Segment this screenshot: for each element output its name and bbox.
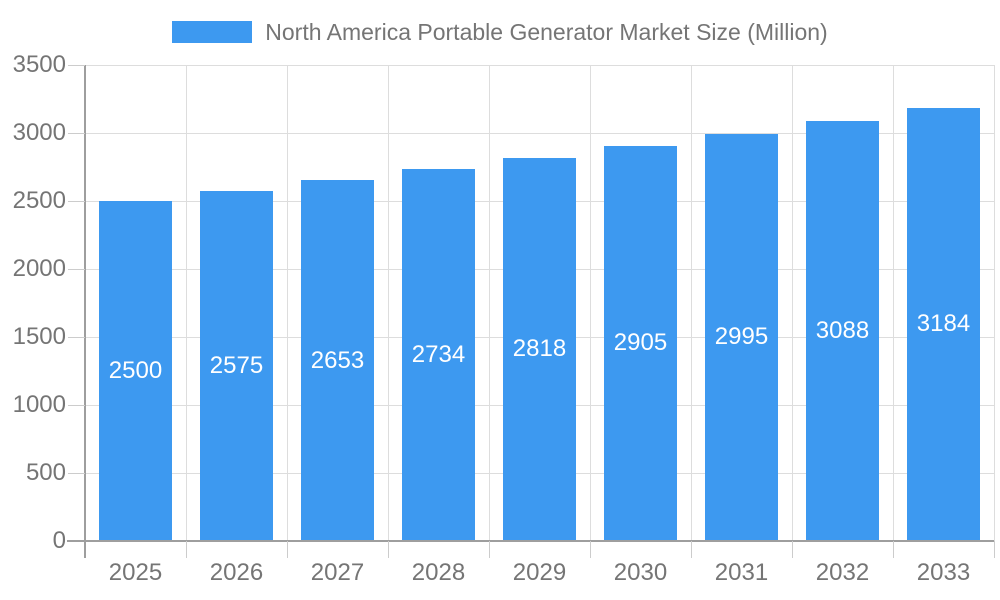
x-tick-label: 2025 bbox=[108, 559, 163, 586]
x-tick-mark bbox=[690, 541, 692, 558]
legend-swatch bbox=[172, 21, 253, 43]
y-tick-label: 2000 bbox=[12, 255, 66, 282]
y-tick-label: 1500 bbox=[12, 323, 66, 350]
bar: 3184 bbox=[907, 107, 980, 541]
x-tick-mark bbox=[791, 541, 793, 558]
y-tick-mark bbox=[68, 200, 85, 202]
y-tick-label: 1000 bbox=[12, 391, 66, 418]
x-tick-label: 2029 bbox=[512, 559, 567, 586]
bar: 2995 bbox=[705, 133, 778, 541]
y-tick-mark bbox=[68, 336, 85, 338]
bar-value-label: 2653 bbox=[310, 346, 365, 374]
y-tick-mark bbox=[68, 404, 85, 406]
x-gridline bbox=[589, 65, 591, 541]
x-tick-label: 2028 bbox=[411, 559, 466, 586]
bar: 2905 bbox=[604, 145, 677, 541]
x-gridline bbox=[387, 65, 389, 541]
x-tick-mark bbox=[286, 541, 288, 558]
legend-label: North America Portable Generator Market … bbox=[265, 19, 828, 45]
bar-value-label: 2500 bbox=[108, 357, 163, 384]
x-tick-label: 2032 bbox=[815, 559, 870, 586]
x-tick-label: 2031 bbox=[714, 559, 769, 586]
y-tick-mark bbox=[68, 472, 85, 474]
x-tick-label: 2030 bbox=[613, 559, 668, 586]
x-gridline bbox=[185, 65, 187, 541]
bar: 2500 bbox=[99, 201, 172, 541]
y-tick-label: 3500 bbox=[12, 51, 66, 78]
y-tick-label: 500 bbox=[25, 459, 66, 486]
bar-value-label: 2995 bbox=[714, 323, 769, 351]
legend: North America Portable Generator Market … bbox=[0, 19, 1000, 45]
bar: 2734 bbox=[402, 169, 475, 541]
x-gridline bbox=[488, 65, 490, 541]
x-tick-mark bbox=[185, 541, 187, 558]
x-tick-mark bbox=[892, 541, 894, 558]
bar: 2575 bbox=[200, 190, 273, 541]
x-tick-mark bbox=[387, 541, 389, 558]
x-gridline bbox=[791, 65, 793, 541]
y-tick-label: 3000 bbox=[12, 119, 66, 146]
bar: 2653 bbox=[301, 180, 374, 541]
y-tick-label: 2500 bbox=[12, 187, 66, 214]
y-axis-line bbox=[84, 65, 86, 558]
y-tick-mark bbox=[68, 268, 85, 270]
x-tick-label: 2033 bbox=[916, 559, 971, 586]
x-tick-label: 2027 bbox=[310, 559, 365, 586]
plot-area: 2500 2575 2653 2734 2818 2905 2995 3088 3184 bbox=[85, 64, 995, 541]
y-tick-mark bbox=[68, 132, 85, 134]
x-axis-line bbox=[67, 540, 994, 542]
y-tick-label: 0 bbox=[52, 527, 66, 554]
bar-value-label: 3184 bbox=[916, 310, 971, 338]
bar-value-label: 3088 bbox=[815, 317, 870, 345]
bar: 2818 bbox=[503, 157, 576, 541]
bar-value-label: 2905 bbox=[613, 329, 668, 357]
x-tick-mark bbox=[993, 541, 995, 558]
x-gridline bbox=[286, 65, 288, 541]
y-gridline bbox=[85, 64, 994, 66]
bar-value-label: 2818 bbox=[512, 335, 567, 363]
x-tick-mark bbox=[488, 541, 490, 558]
x-gridline bbox=[690, 65, 692, 541]
x-gridline bbox=[892, 65, 894, 541]
bar-value-label: 2734 bbox=[411, 341, 466, 369]
bar: 3088 bbox=[806, 121, 879, 541]
y-tick-mark bbox=[68, 64, 85, 66]
bar-value-label: 2575 bbox=[209, 351, 264, 379]
x-tick-label: 2026 bbox=[209, 559, 264, 586]
x-gridline bbox=[993, 65, 995, 541]
y-gridline bbox=[85, 132, 994, 134]
x-tick-mark bbox=[589, 541, 591, 558]
